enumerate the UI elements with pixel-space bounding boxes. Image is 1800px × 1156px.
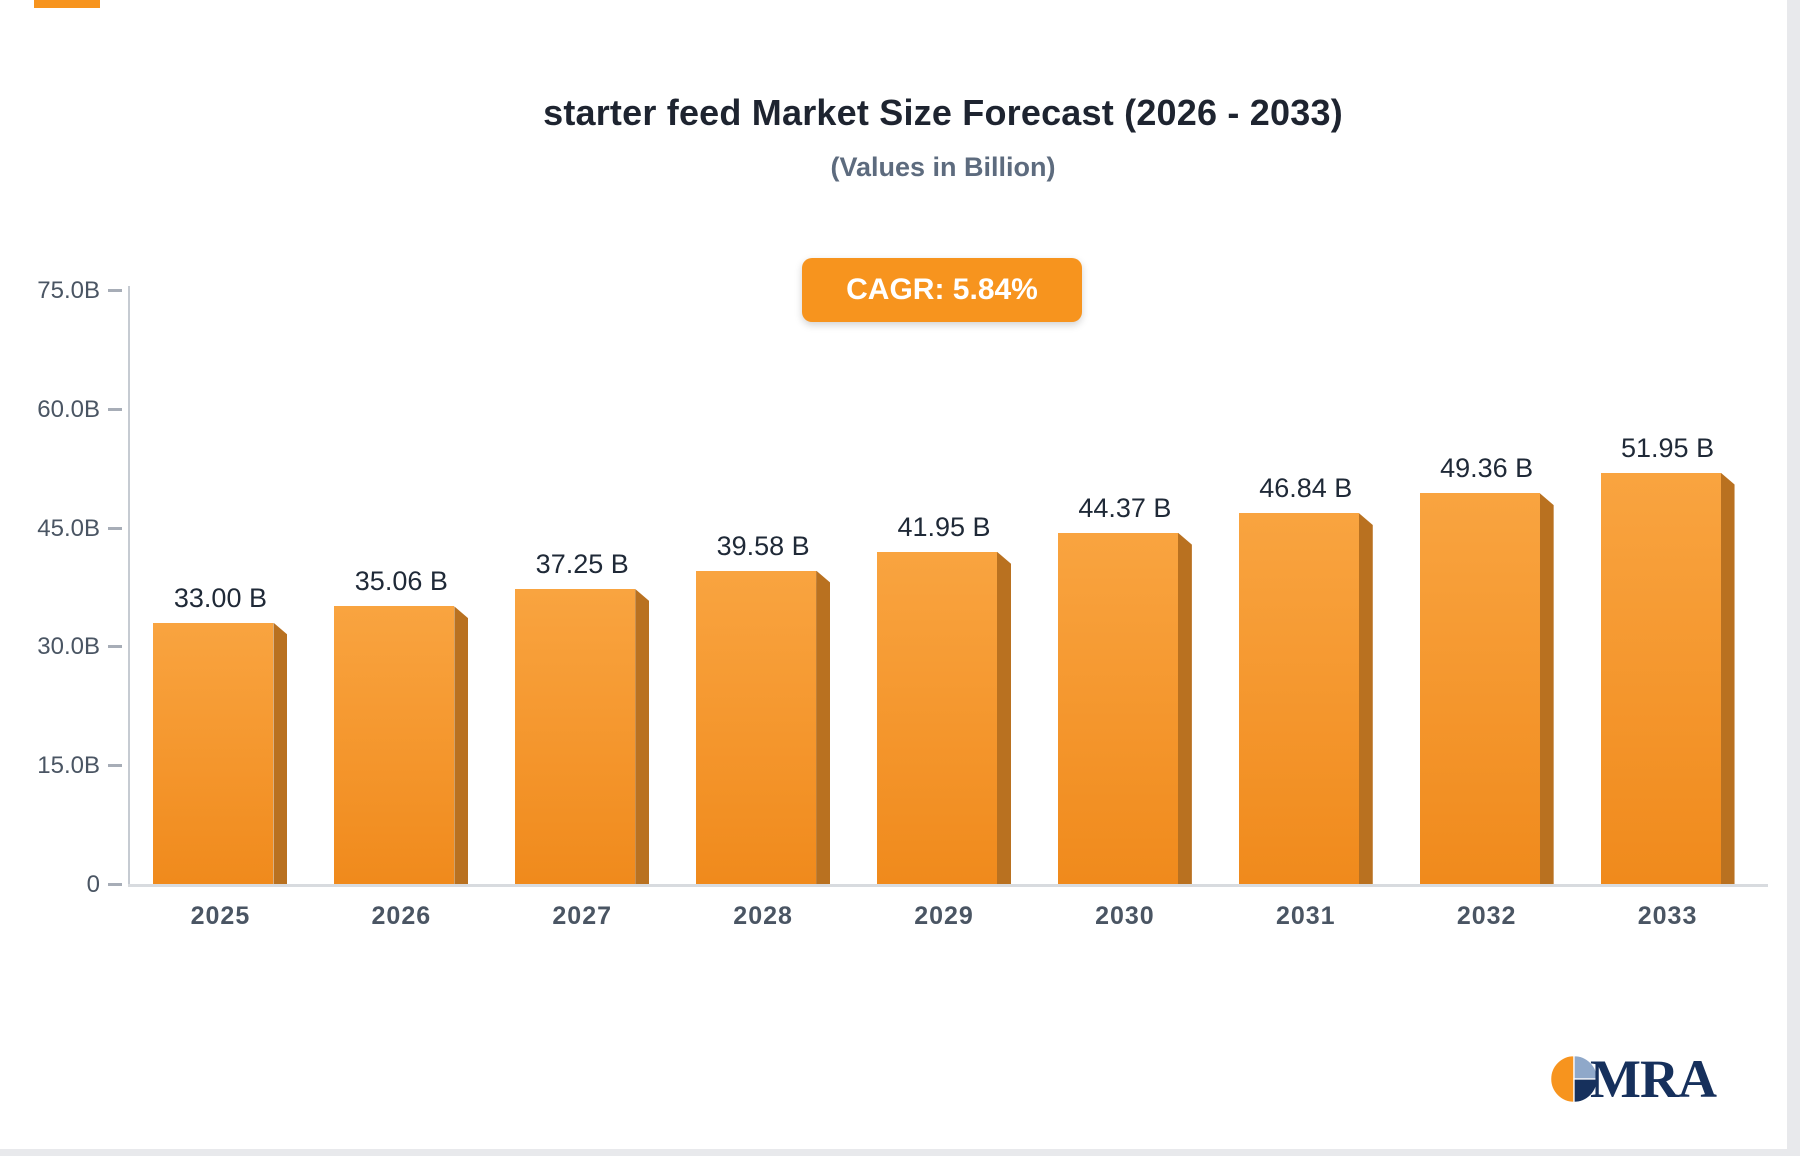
bar-2031: 46.84 B: [1238, 473, 1373, 884]
bar-2025: 33.00 B: [153, 583, 288, 884]
y-axis-label: 45.0B: [37, 514, 100, 542]
logo-pie-icon: [1550, 1054, 1599, 1104]
bar-side-face: [1539, 493, 1554, 884]
bar-value-label: 37.25 B: [535, 548, 629, 579]
bar-front-face: [877, 551, 997, 884]
bar-side-face: [1358, 513, 1373, 884]
y-axis-line: [128, 286, 130, 886]
bar-side-face: [635, 588, 650, 884]
bar-2028: 39.58 B: [696, 531, 831, 884]
y-axis-label: 30.0B: [37, 633, 100, 661]
x-axis-label-2026: 2026: [371, 902, 432, 930]
bar-value-label: 49.36 B: [1440, 453, 1534, 484]
x-axis-label-2033: 2033: [1637, 902, 1698, 930]
bar-value-label: 39.58 B: [716, 530, 810, 561]
x-axis-label-2029: 2029: [914, 902, 974, 930]
bar-side-face: [997, 551, 1011, 884]
y-axis-label: 75.0B: [37, 277, 100, 304]
bar-front-face: [515, 588, 636, 884]
bar-side-face: [454, 606, 469, 884]
x-axis-label-2025: 2025: [190, 902, 251, 930]
bar-2029: 41.95 B: [877, 512, 1011, 884]
x-axis-label-2032: 2032: [1456, 902, 1517, 930]
bar-2030: 44.37 B: [1057, 493, 1192, 884]
bar-front-face: [1419, 493, 1540, 884]
bar-side-face: [816, 570, 831, 884]
bar-value-label: 44.37 B: [1078, 492, 1172, 523]
logo-text: MRA: [1590, 1049, 1717, 1109]
x-axis-label-2030: 2030: [1095, 902, 1155, 930]
y-axis-tick: [108, 764, 122, 768]
bar-value-label: 33.00 B: [173, 582, 267, 613]
bar-value-label: 41.95 B: [897, 511, 991, 542]
bar-front-face: [153, 622, 274, 884]
bar-side-face: [273, 622, 288, 884]
cagr-badge: CAGR: 5.84%: [802, 258, 1082, 322]
cagr-badge-label: CAGR: 5.84%: [846, 273, 1038, 306]
bar-side-face: [1177, 532, 1192, 884]
y-axis-label: 15.0B: [37, 752, 100, 780]
x-axis-label-2027: 2027: [552, 902, 613, 930]
x-axis-label-2028: 2028: [733, 902, 793, 930]
y-axis-tick: [108, 407, 122, 411]
chart-title: starter feed Market Size Forecast (2026 …: [543, 92, 1343, 133]
x-axis-label-2031: 2031: [1275, 902, 1336, 930]
bar-2033: 51.95 B: [1600, 433, 1735, 884]
bar-2032: 49.36 B: [1419, 453, 1554, 884]
top-left-accent: [34, 0, 100, 8]
y-axis-label: 0: [86, 871, 100, 898]
bar-value-label: 46.84 B: [1259, 473, 1353, 504]
x-axis-line: [128, 884, 1768, 887]
y-axis-tick: [108, 883, 122, 886]
y-axis-tick: [108, 526, 122, 530]
chart-subtitle: (Values in Billion): [830, 152, 1056, 182]
right-edge-border: [1787, 0, 1800, 1156]
bar-front-face: [1600, 472, 1721, 884]
chart-header: starter feed Market Size Forecast (2026 …: [43, 92, 1800, 183]
y-axis-tick: [108, 645, 122, 649]
y-axis-label: 60.0B: [37, 395, 100, 423]
bar-value-label: 35.06 B: [354, 566, 448, 597]
bar-front-face: [334, 606, 455, 884]
bar-2026: 35.06 B: [334, 566, 469, 884]
y-axis-tick: [108, 289, 122, 292]
bar-front-face: [696, 570, 817, 884]
bar-2027: 37.25 B: [515, 549, 650, 884]
bottom-edge-border: [0, 1149, 1800, 1156]
bar-front-face: [1057, 532, 1178, 884]
bar-front-face: [1238, 513, 1359, 884]
mra-logo: MRA: [1548, 1048, 1717, 1110]
bar-value-label: 51.95 B: [1621, 432, 1715, 463]
bar-side-face: [1720, 472, 1735, 884]
